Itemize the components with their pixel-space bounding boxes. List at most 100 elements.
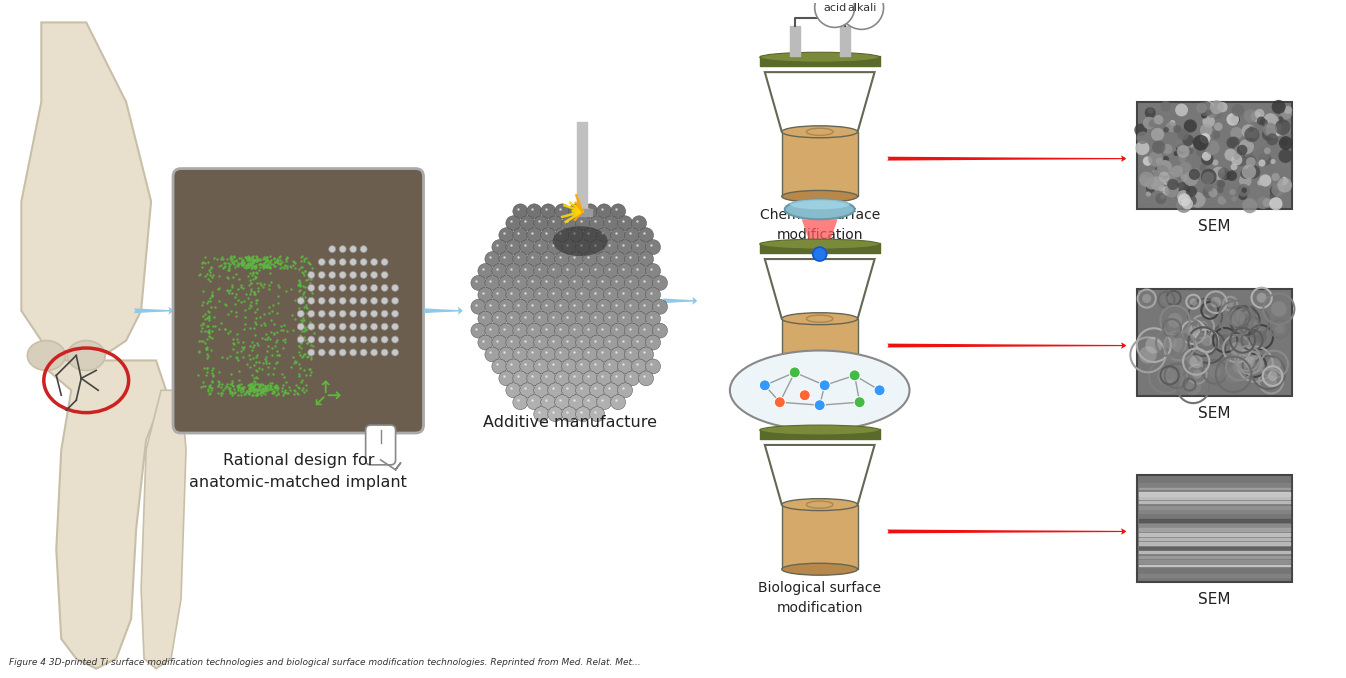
Circle shape	[1206, 306, 1214, 315]
Circle shape	[318, 336, 326, 343]
Circle shape	[370, 284, 378, 292]
Circle shape	[1139, 346, 1156, 363]
Circle shape	[603, 216, 619, 231]
Circle shape	[541, 371, 556, 386]
Circle shape	[1163, 188, 1170, 195]
Circle shape	[1191, 168, 1199, 177]
Circle shape	[774, 397, 785, 407]
Circle shape	[1221, 171, 1230, 180]
Circle shape	[596, 228, 611, 243]
Circle shape	[569, 204, 584, 219]
Circle shape	[576, 407, 591, 422]
Circle shape	[555, 371, 569, 386]
Circle shape	[1238, 313, 1252, 328]
Polygon shape	[802, 219, 837, 254]
Circle shape	[350, 245, 357, 253]
Circle shape	[1186, 147, 1191, 153]
Circle shape	[1244, 148, 1254, 159]
Ellipse shape	[782, 313, 857, 325]
Circle shape	[339, 336, 346, 343]
Circle shape	[1249, 359, 1260, 372]
Circle shape	[478, 264, 493, 279]
Circle shape	[1238, 174, 1252, 187]
Circle shape	[1214, 123, 1222, 131]
Circle shape	[1259, 159, 1265, 167]
Circle shape	[576, 287, 591, 302]
Circle shape	[820, 380, 830, 391]
Circle shape	[849, 370, 860, 381]
Ellipse shape	[782, 378, 857, 389]
Circle shape	[1250, 111, 1261, 122]
Circle shape	[561, 287, 576, 302]
Circle shape	[1182, 198, 1193, 210]
Text: Physical surface
modification: Physical surface modification	[763, 395, 876, 428]
Circle shape	[814, 400, 825, 411]
Circle shape	[1190, 355, 1203, 368]
Circle shape	[328, 323, 335, 330]
Circle shape	[548, 264, 563, 279]
Text: Biological surface
modification: Biological surface modification	[758, 581, 882, 615]
Circle shape	[1238, 191, 1248, 200]
Circle shape	[350, 336, 357, 343]
Circle shape	[297, 323, 304, 330]
Circle shape	[1199, 124, 1213, 136]
Circle shape	[506, 216, 521, 231]
Circle shape	[1257, 197, 1269, 209]
Circle shape	[339, 284, 346, 292]
Circle shape	[1145, 171, 1154, 179]
Polygon shape	[141, 391, 186, 669]
Circle shape	[555, 228, 569, 243]
Circle shape	[618, 239, 633, 254]
Circle shape	[1174, 125, 1182, 133]
Circle shape	[1145, 337, 1163, 353]
Circle shape	[625, 323, 639, 338]
Circle shape	[1190, 298, 1197, 305]
Circle shape	[370, 349, 378, 356]
Circle shape	[618, 264, 633, 279]
Circle shape	[1210, 100, 1224, 114]
Circle shape	[1213, 159, 1218, 165]
Circle shape	[381, 336, 388, 343]
Circle shape	[541, 323, 556, 338]
Circle shape	[1281, 138, 1288, 146]
Circle shape	[1237, 145, 1248, 155]
Circle shape	[534, 264, 549, 279]
Circle shape	[583, 323, 598, 338]
Circle shape	[646, 287, 661, 302]
Circle shape	[1184, 104, 1198, 117]
Circle shape	[1149, 119, 1156, 127]
Circle shape	[1242, 198, 1257, 214]
Circle shape	[520, 335, 534, 350]
Circle shape	[1280, 108, 1292, 119]
Circle shape	[1277, 178, 1292, 193]
Circle shape	[1155, 193, 1167, 204]
Circle shape	[631, 287, 646, 302]
Circle shape	[520, 359, 534, 374]
Text: SEM: SEM	[1198, 592, 1230, 607]
Circle shape	[318, 271, 326, 279]
Circle shape	[590, 359, 604, 374]
Circle shape	[297, 298, 304, 304]
Circle shape	[534, 311, 549, 326]
Circle shape	[520, 239, 534, 254]
Circle shape	[611, 252, 626, 266]
Circle shape	[1145, 177, 1158, 189]
Circle shape	[1242, 147, 1253, 159]
Circle shape	[603, 239, 619, 254]
Circle shape	[1187, 382, 1193, 388]
Circle shape	[491, 264, 507, 279]
Circle shape	[1166, 371, 1174, 380]
Circle shape	[1232, 196, 1237, 201]
Circle shape	[1226, 300, 1234, 307]
Circle shape	[318, 323, 326, 330]
Circle shape	[1167, 313, 1182, 327]
Circle shape	[361, 311, 367, 317]
Circle shape	[526, 252, 542, 266]
Circle shape	[611, 323, 626, 338]
Circle shape	[759, 380, 770, 391]
Circle shape	[653, 299, 668, 314]
Circle shape	[561, 383, 576, 398]
Text: Figure 4 3D-printed Ti surface modification technologies and biological surface : Figure 4 3D-printed Ti surface modificat…	[9, 658, 641, 666]
Circle shape	[611, 299, 626, 314]
Circle shape	[478, 311, 493, 326]
